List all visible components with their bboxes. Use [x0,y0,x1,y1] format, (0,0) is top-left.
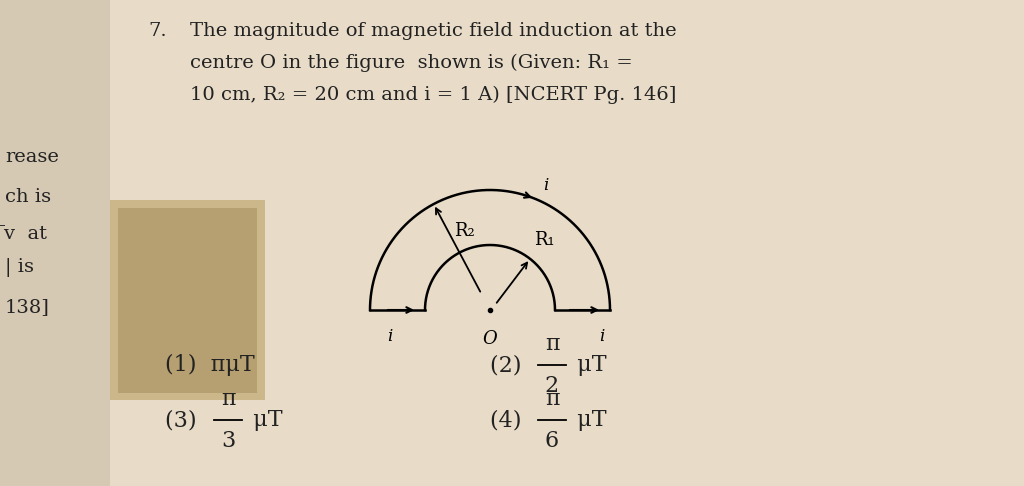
Text: (4): (4) [490,409,536,431]
Text: R₂: R₂ [454,222,475,240]
Text: 10 cm, R₂ = 20 cm and i = 1 A) [NCERT Pg. 146]: 10 cm, R₂ = 20 cm and i = 1 A) [NCERT Pg… [190,86,677,104]
Text: i: i [543,177,548,194]
Text: ̅v  at: ̅v at [5,225,48,243]
Text: 138]: 138] [5,298,50,316]
Text: π: π [545,333,559,355]
Text: i: i [599,328,605,345]
Text: π: π [545,388,559,410]
Text: 2: 2 [545,375,559,397]
Text: (3): (3) [165,409,211,431]
Text: (2): (2) [490,354,536,376]
Text: μT: μT [246,409,283,431]
Text: 6: 6 [545,430,559,452]
Text: 3: 3 [221,430,236,452]
Bar [110,0,1024,486]
Text: π: π [221,388,236,410]
Text: O: O [482,330,498,348]
Text: μT: μT [570,409,606,431]
Text: | is: | is [5,258,34,277]
Bar [110,200,265,400]
Text: rease: rease [5,148,58,166]
Text: The magnitude of magnetic field induction at the: The magnitude of magnetic field inductio… [190,22,677,40]
Text: 7.: 7. [148,22,167,40]
Text: R₁: R₁ [535,231,555,249]
Text: ch is: ch is [5,188,51,206]
Text: centre O in the figure  shown is (Given: R₁ =: centre O in the figure shown is (Given: … [190,54,633,72]
Text: μT: μT [570,354,606,376]
Text: i: i [387,328,392,345]
Text: (1)  πμT: (1) πμT [165,354,255,376]
Bar [118,208,257,393]
